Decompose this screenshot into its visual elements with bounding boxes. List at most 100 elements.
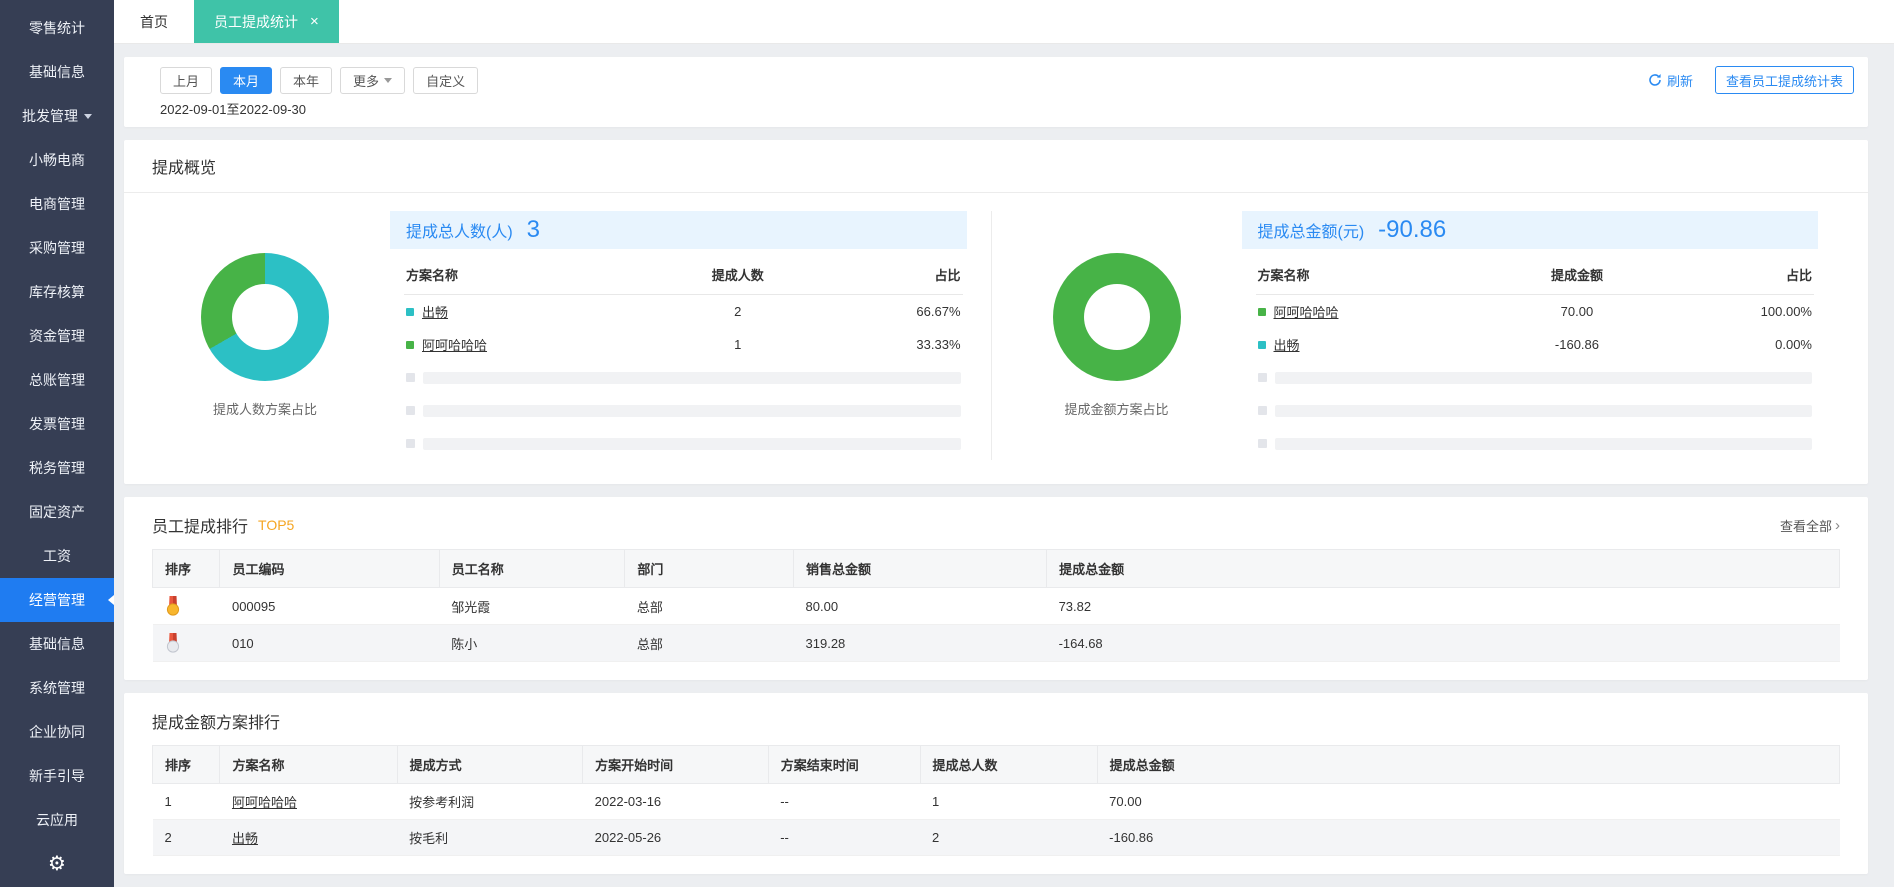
donut-column: 提成金额方案占比 — [992, 211, 1242, 460]
tab-commission-stats[interactable]: 员工提成统计 × — [194, 0, 339, 43]
cell-plan-name: 出畅 — [404, 295, 655, 329]
plan-row: 出畅 2 66.67% — [404, 295, 963, 329]
filter-button-label: 本年 — [293, 73, 320, 89]
table-header-row: 方案名称 提成人数 占比 — [404, 255, 963, 295]
cell-rank-medal — [152, 624, 220, 662]
cell-method: 按参考利润 — [397, 783, 583, 820]
sidebar-item-14[interactable]: 经营管理 — [0, 578, 114, 622]
tabbar: 首页 员工提成统计 × — [114, 0, 1894, 44]
skeleton-row — [1256, 394, 1815, 427]
plan-row: 出畅 -160.86 0.00% — [1256, 328, 1815, 361]
skeleton-bar — [423, 404, 961, 417]
cell-employee-name: 邹光霞 — [439, 587, 625, 625]
filter-button-自定义[interactable]: 自定义 — [413, 66, 479, 94]
donut-chart — [201, 253, 329, 381]
sidebar-item-9[interactable]: 总账管理 — [0, 358, 114, 402]
plan-link[interactable]: 出畅 — [1273, 338, 1300, 353]
sidebar-item-3[interactable]: 批发管理 — [0, 94, 114, 138]
cell-department: 总部 — [624, 624, 794, 662]
sidebar-item-2[interactable]: 基础信息 — [0, 50, 114, 94]
filter-button-本年[interactable]: 本年 — [280, 66, 333, 94]
sidebar-item-label: 发票管理 — [29, 416, 85, 432]
sidebar-item-7[interactable]: 库存核算 — [0, 270, 114, 314]
skeleton-cell — [1256, 394, 1815, 427]
filter-button-上月[interactable]: 上月 — [160, 66, 213, 94]
stat-head: 提成总人数(人) 3 — [390, 211, 967, 249]
gear-icon[interactable]: ⚙ — [48, 852, 66, 875]
skeleton-dot — [406, 373, 415, 382]
skeleton-row — [404, 427, 963, 460]
close-icon[interactable]: × — [310, 13, 319, 30]
people-overview: 提成人数方案占比 提成总人数(人) 3 方案名称 提成人数 占比 出畅 2 66.67%… — [140, 211, 991, 460]
tab-home[interactable]: 首页 — [114, 0, 194, 43]
sidebar-item-6[interactable]: 采购管理 — [0, 226, 114, 270]
sidebar-item-1[interactable]: 零售统计 — [0, 6, 114, 50]
column-header: 员工名称 — [438, 549, 626, 588]
filter-button-本月[interactable]: 本月 — [220, 66, 273, 94]
plan-ranking-title: 提成金额方案排行 — [152, 715, 281, 732]
sidebar-item-label: 企业协同 — [29, 724, 85, 740]
sidebar-item-15[interactable]: 基础信息 — [0, 622, 114, 666]
legend-dot — [406, 341, 414, 349]
sidebar-item-12[interactable]: 固定资产 — [0, 490, 114, 534]
plan-link[interactable]: 阿呵哈哈哈 — [422, 338, 488, 353]
sidebar-item-19[interactable]: 云应用 — [0, 798, 114, 839]
refresh-button[interactable]: 刷新 — [1648, 71, 1693, 90]
cell-value: 70.00 — [1560, 304, 1594, 319]
main-area: 首页 员工提成统计 × 上月 本月 本年 更多 自定义 — [114, 0, 1894, 887]
sidebar-item-label: 工资 — [43, 548, 71, 564]
view-commission-table-button[interactable]: 查看员工提成统计表 — [1714, 66, 1854, 94]
cell-employee-code: 000095 — [219, 587, 440, 625]
sidebar-item-16[interactable]: 系统管理 — [0, 666, 114, 710]
sidebar-item-18[interactable]: 新手引导 — [0, 754, 114, 798]
cell-rank: 2 — [152, 819, 220, 856]
sidebar-menu: 零售统计 基础信息 批发管理 小畅电商 电商管理 采购管理 库存核算 资金管理 总账管理 发票管理… — [0, 0, 114, 839]
cell-method: 按毛利 — [397, 819, 583, 856]
cell-end-date: -- — [768, 783, 921, 820]
sidebar-item-label: 系统管理 — [29, 680, 85, 696]
column-header: 销售总金额 — [793, 549, 1048, 588]
cell-amount: -160.86 — [1097, 819, 1840, 856]
sidebar-item-label: 新手引导 — [29, 768, 85, 784]
employee-row: 000095 邹光霞 总部 80.00 73.82 — [152, 587, 1840, 625]
column-header: 占比 — [1656, 255, 1814, 295]
plan-link[interactable]: 阿呵哈哈哈 — [1273, 305, 1339, 320]
cell-people-count: 1 — [920, 783, 1098, 820]
skeleton-cell — [1256, 427, 1815, 460]
plan-link[interactable]: 出畅 — [422, 305, 449, 320]
top5-badge: TOP5 — [258, 517, 295, 533]
sidebar: 零售统计 基础信息 批发管理 小畅电商 电商管理 采购管理 库存核算 资金管理 总账管理 发票管理… — [0, 0, 114, 887]
skeleton-cell — [404, 427, 963, 460]
stat-label: 提成总金额(元) — [1257, 224, 1365, 241]
skeleton-bar — [1274, 437, 1812, 450]
sidebar-item-17[interactable]: 企业协同 — [0, 710, 114, 754]
skeleton-row — [1256, 361, 1815, 394]
plan-ranking-card: 提成金额方案排行 排序 方案名称 提成方式 方案开始时间 方案结束时间 提成总人数 提成总金… — [124, 693, 1868, 874]
sidebar-item-13[interactable]: 工资 — [0, 534, 114, 578]
legend-dot — [406, 308, 414, 316]
plan-link[interactable]: 出畅 — [231, 831, 258, 846]
sidebar-item-11[interactable]: 税务管理 — [0, 446, 114, 490]
sidebar-item-4[interactable]: 小畅电商 — [0, 138, 114, 182]
filter-buttons: 上月 本月 本年 更多 自定义 — [160, 66, 479, 94]
overview-card: 提成概览 提成人数方案占比 提成总人数(人) 3 方案名称 提成人数 占比 出畅 2 6… — [124, 140, 1868, 484]
cell-people-count: 2 — [920, 819, 1098, 856]
sidebar-item-5[interactable]: 电商管理 — [0, 182, 114, 226]
tab-home-label: 首页 — [140, 13, 168, 30]
skeleton-row — [404, 394, 963, 427]
plan-link[interactable]: 阿呵哈哈哈 — [231, 795, 297, 810]
cell-start-date: 2022-05-26 — [582, 819, 769, 856]
sidebar-item-label: 基础信息 — [29, 636, 85, 652]
plan-ranking-row: 1 阿呵哈哈哈 按参考利润 2022-03-16 -- 1 70.00 — [152, 783, 1840, 820]
skeleton-wrap — [1257, 401, 1812, 420]
column-header: 提成总金额 — [1096, 745, 1841, 784]
cell-plan-name: 阿呵哈哈哈 — [219, 783, 398, 820]
sidebar-item-label: 采购管理 — [29, 240, 85, 256]
sidebar-item-label: 固定资产 — [29, 504, 85, 520]
sidebar-item-8[interactable]: 资金管理 — [0, 314, 114, 358]
sidebar-item-10[interactable]: 发票管理 — [0, 402, 114, 446]
view-all-link[interactable]: 查看全部 › — [1780, 516, 1840, 535]
skeleton-wrap — [406, 368, 961, 387]
filter-button-更多[interactable]: 更多 — [340, 66, 406, 94]
column-header: 方案开始时间 — [582, 745, 769, 784]
